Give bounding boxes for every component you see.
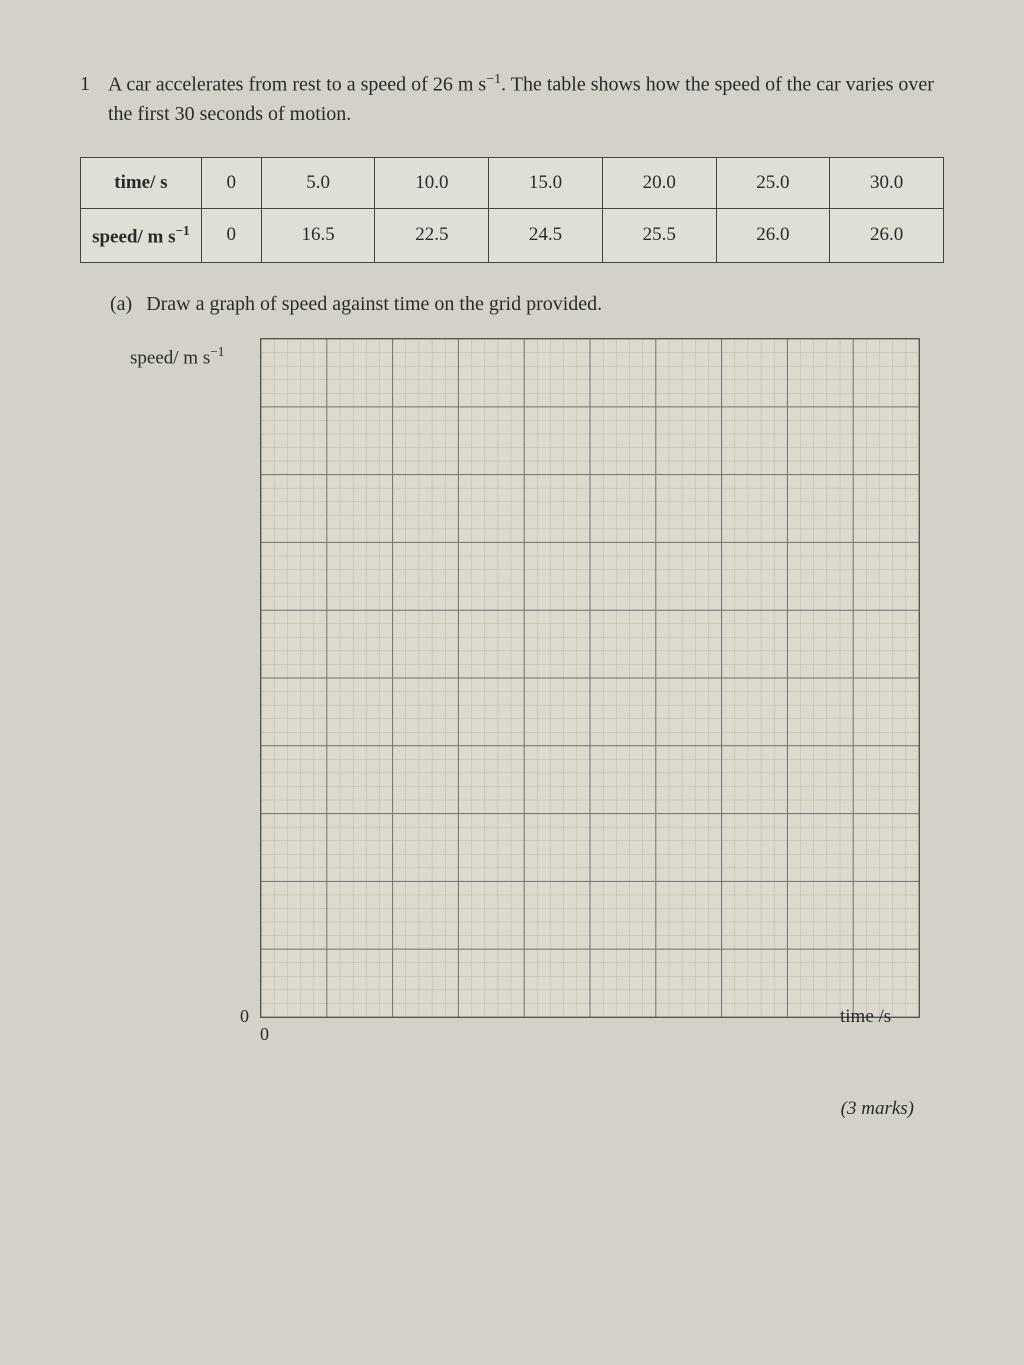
question-header: 1 A car accelerates from rest to a speed… [80, 70, 944, 129]
y-axis-label: speed/ m s−1 [130, 344, 224, 369]
table-cell: 10.0 [375, 157, 489, 208]
origin-x-label: 0 [260, 1024, 269, 1045]
table-cell: 30.0 [830, 157, 944, 208]
part-a: (a) Draw a graph of speed against time o… [110, 293, 944, 316]
table-cell: 16.5 [261, 208, 375, 262]
table-cell: 25.0 [716, 157, 830, 208]
table-cell: 0 [201, 208, 261, 262]
graph-area: speed/ m s−1 0 0 time /s [140, 338, 944, 1078]
table-cell: 24.5 [489, 208, 603, 262]
row-header-speed: speed/ m s−1 [81, 208, 202, 262]
x-axis-label: time /s [840, 1006, 891, 1028]
row-header-time: time/ s [81, 157, 202, 208]
q-text-part1: A car accelerates from rest to a speed o… [108, 74, 486, 96]
table-cell: 26.0 [716, 208, 830, 262]
table-cell: 20.0 [602, 157, 716, 208]
worksheet-page: 1 A car accelerates from rest to a speed… [50, 40, 974, 1160]
table-cell: 22.5 [375, 208, 489, 262]
origin-y-label: 0 [240, 1006, 249, 1027]
y-axis-label-text: speed/ m s [130, 347, 210, 368]
table-cell: 25.5 [602, 208, 716, 262]
part-label: (a) [110, 293, 132, 316]
row-header-speed-text: speed/ m s [92, 226, 175, 247]
table-cell: 15.0 [489, 157, 603, 208]
y-axis-label-sup: −1 [210, 344, 224, 359]
q-text-sup: −1 [486, 72, 501, 87]
question-number: 1 [80, 70, 90, 129]
row-header-speed-sup: −1 [175, 223, 189, 238]
graph-grid [260, 338, 920, 1018]
data-table: time/ s 0 5.0 10.0 15.0 20.0 25.0 30.0 s… [80, 157, 944, 263]
table-row: time/ s 0 5.0 10.0 15.0 20.0 25.0 30.0 [81, 157, 944, 208]
part-text: Draw a graph of speed against time on th… [146, 293, 602, 316]
table-row: speed/ m s−1 0 16.5 22.5 24.5 25.5 26.0 … [81, 208, 944, 262]
marks-label: (3 marks) [80, 1098, 914, 1120]
table-cell: 26.0 [830, 208, 944, 262]
table-cell: 5.0 [261, 157, 375, 208]
table-cell: 0 [201, 157, 261, 208]
question-text: A car accelerates from rest to a speed o… [108, 70, 944, 129]
